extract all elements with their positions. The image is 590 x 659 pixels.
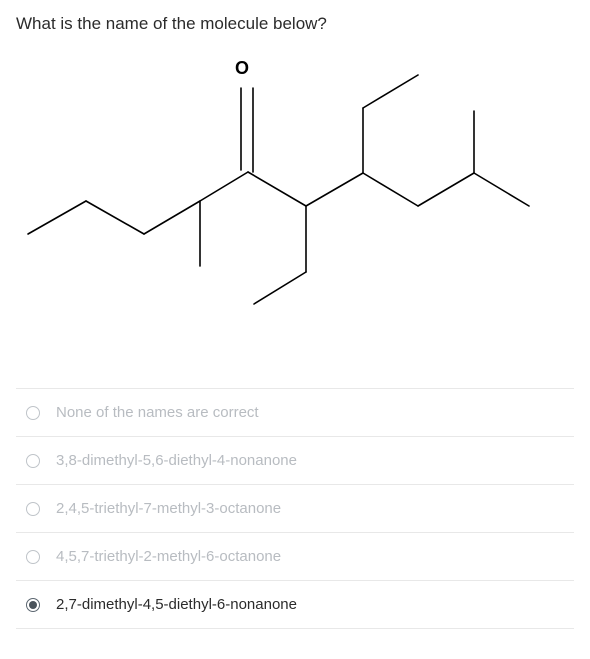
molecule-diagram: O <box>16 48 574 328</box>
option-row[interactable]: 4,5,7-triethyl-2-methyl-6-octanone <box>16 533 574 581</box>
radio-button[interactable] <box>26 454 40 468</box>
option-label: 2,7-dimethyl-4,5-diethyl-6-nonanone <box>56 596 297 613</box>
molecule-svg <box>16 48 576 328</box>
radio-button[interactable] <box>26 406 40 420</box>
option-label: None of the names are correct <box>56 404 259 421</box>
option-row[interactable]: 2,7-dimethyl-4,5-diethyl-6-nonanone <box>16 581 574 629</box>
oxygen-label: O <box>235 58 249 79</box>
option-row[interactable]: 3,8-dimethyl-5,6-diethyl-4-nonanone <box>16 437 574 485</box>
option-label: 4,5,7-triethyl-2-methyl-6-octanone <box>56 548 281 565</box>
option-label: 3,8-dimethyl-5,6-diethyl-4-nonanone <box>56 452 297 469</box>
option-label: 2,4,5-triethyl-7-methyl-3-octanone <box>56 500 281 517</box>
radio-button[interactable] <box>26 598 40 612</box>
answer-options: None of the names are correct 3,8-dimethy… <box>16 388 574 629</box>
question-text: What is the name of the molecule below? <box>16 14 574 34</box>
option-row[interactable]: None of the names are correct <box>16 389 574 437</box>
option-row[interactable]: 2,4,5-triethyl-7-methyl-3-octanone <box>16 485 574 533</box>
radio-button[interactable] <box>26 550 40 564</box>
radio-button[interactable] <box>26 502 40 516</box>
